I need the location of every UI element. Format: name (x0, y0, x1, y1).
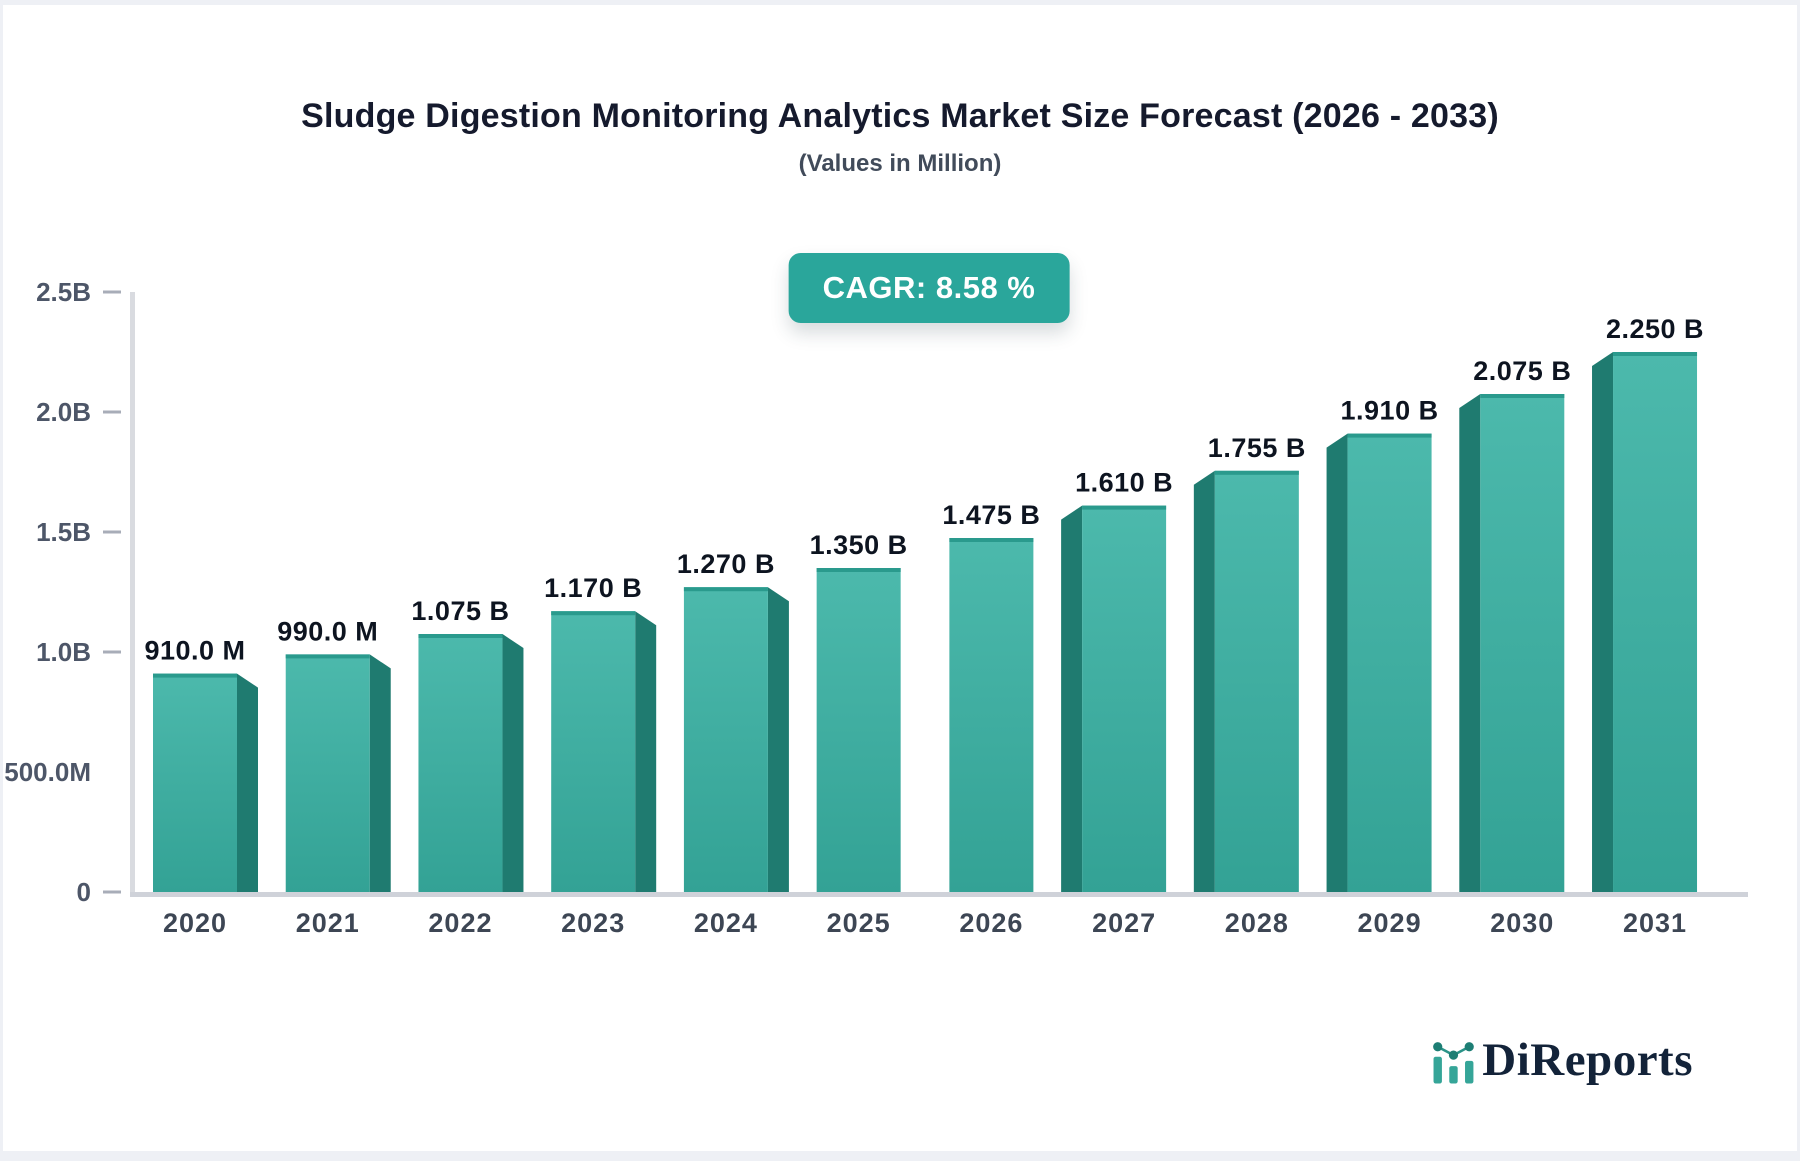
bar-top-edge-2024 (683, 587, 768, 592)
y-axis-label: 2.5B (36, 277, 91, 307)
bar-2029 (1347, 433, 1432, 892)
x-axis-label: 2020 (163, 908, 227, 938)
chart-subtitle: (Values in Million) (798, 150, 1002, 177)
y-axis-label: 2.0B (36, 397, 91, 427)
x-axis-label: 2022 (428, 908, 492, 938)
x-axis-label: 2024 (694, 908, 758, 938)
bar-2022 (418, 634, 503, 892)
y-axis-label: 1.5B (36, 517, 91, 547)
bar-top-edge-2022 (418, 634, 503, 638)
bar-2028 (1214, 470, 1299, 892)
bar-2030 (1480, 394, 1565, 892)
chart-header: Sludge Digestion Monitoring Analytics Ma… (3, 97, 1797, 178)
bar-2026 (949, 538, 1034, 892)
bar-side-2031 (1592, 352, 1614, 892)
bar-top-edge-2023 (551, 611, 636, 616)
chart-title: Sludge Digestion Monitoring Analytics Ma… (301, 97, 1499, 135)
bar-side-2030 (1459, 394, 1481, 892)
bar-top-edge-2029 (1347, 433, 1432, 438)
bar-side-2022 (502, 634, 524, 892)
bar-value-label: 1.075 B (411, 596, 509, 626)
x-axis-label: 2027 (1092, 908, 1156, 938)
x-axis-label: 2026 (959, 908, 1023, 938)
x-axis-label: 2028 (1225, 908, 1289, 938)
bar-side-2028 (1193, 470, 1215, 892)
y-axis-label: 0 (77, 877, 91, 907)
x-axis-label: 2025 (827, 908, 891, 938)
x-axis-label: 2030 (1490, 908, 1554, 938)
bar-value-label: 1.170 B (544, 573, 642, 603)
bar-top-edge-2021 (285, 654, 370, 659)
bar-side-2020 (237, 673, 258, 892)
x-axis-label: 2031 (1623, 908, 1687, 938)
bar-side-2021 (369, 654, 391, 892)
bar-value-label: 1.475 B (942, 500, 1040, 530)
bar-2031 (1613, 352, 1698, 892)
bar-line-chart-icon (1433, 1042, 1475, 1084)
bar-value-label: 1.350 B (810, 530, 908, 560)
bar-2024 (683, 587, 768, 892)
bar-side-2024 (767, 587, 789, 892)
bar-chart: 2.5B 2.0B 1.5B 1.0B 500.0M 0 910.0 M 2020 990.0 … (4, 277, 1748, 938)
bar-2021 (285, 654, 370, 892)
chart-card: Sludge Digestion Monitoring Analytics Ma… (3, 5, 1797, 1151)
x-axis-label: 2023 (561, 908, 625, 938)
bar-side-2027 (1061, 505, 1083, 892)
bar-top-edge-2027 (1082, 505, 1167, 510)
bar-value-label: 1.910 B (1341, 396, 1439, 426)
bar-2020 (153, 673, 237, 892)
bar-value-label: 2.250 B (1606, 314, 1704, 344)
bar-top-edge-2030 (1480, 394, 1565, 398)
bar-side-2023 (635, 611, 657, 892)
y-axis-label: 500.0M (4, 757, 91, 787)
bar-top-edge-2020 (153, 673, 237, 678)
bar-top-edge-2028 (1214, 470, 1299, 475)
bar-top-edge-2025 (816, 568, 901, 572)
bar-top-edge-2031 (1613, 352, 1698, 356)
bar-value-label: 910.0 M (144, 636, 245, 666)
brand-name: DiReports (1482, 1034, 1693, 1086)
bar-value-label: 2.075 B (1473, 356, 1571, 386)
bar-value-label: 1.755 B (1208, 433, 1306, 463)
bar-2027 (1082, 505, 1167, 892)
bar-value-label: 1.270 B (677, 549, 775, 579)
x-axis-label: 2021 (296, 908, 360, 938)
x-axis-label: 2029 (1358, 908, 1422, 938)
bar-side-2029 (1326, 433, 1348, 892)
cagr-badge: CAGR: 8.58 % (788, 253, 1070, 323)
bar-top-edge-2026 (949, 538, 1034, 542)
bar-2023 (551, 611, 636, 892)
y-axis-label: 1.0B (36, 637, 91, 667)
bar-value-label: 990.0 M (277, 616, 378, 646)
bar-value-label: 1.610 B (1075, 468, 1173, 498)
brand-logo: DiReports (1433, 1037, 1693, 1084)
bar-2025 (816, 568, 901, 892)
